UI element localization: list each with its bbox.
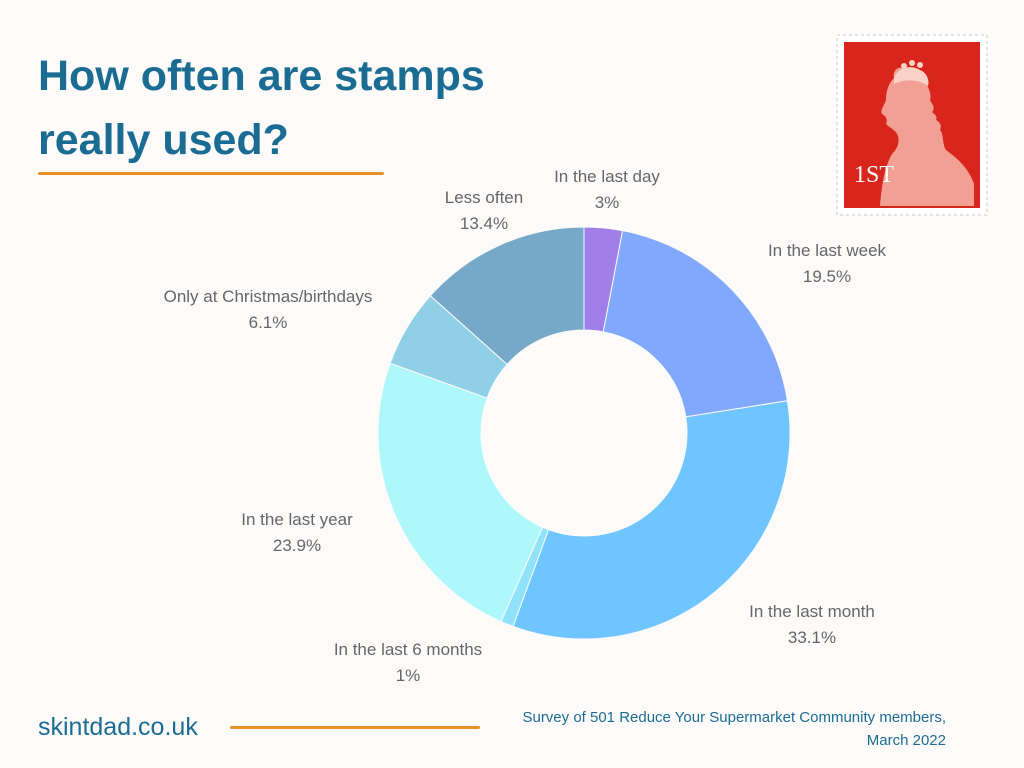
footer-divider [230,726,480,729]
slice-label-only-at-christmas-birthdays: Only at Christmas/birthdays 6.1% [164,287,373,332]
slice-category-label: In the last day [554,167,660,186]
donut-slices [377,226,791,640]
page-title: How often are stamps really used? [38,44,558,172]
slice-value-label: 33.1% [788,628,836,647]
site-name: skintdad.co.uk [38,713,198,741]
slice-category-label: In the last week [768,241,887,260]
page-title-line-1: How often are stamps [38,52,485,100]
slice-value-label: 6.1% [249,313,288,332]
slice-label-in-the-last-year: In the last year 23.9% [241,510,353,555]
page-title-line-2: really used? [38,116,289,164]
slice-label-in-the-last-day: In the last day 3% [554,167,660,212]
slice-less-often [429,226,585,366]
slice-value-label: 23.9% [273,536,321,555]
slice-category-label: In the last year [241,510,353,529]
slice-category-label: Only at Christmas/birthdays [164,287,373,306]
slice-label-in-the-last-week: In the last week 19.5% [768,241,887,286]
slice-label-less-often: Less often 13.4% [445,188,523,233]
slice-in-the-last-week [602,230,789,418]
survey-note-line-1: Survey of 501 Reduce Your Supermarket Co… [522,709,946,726]
slice-value-label: 19.5% [803,267,851,286]
survey-note-line-2: March 2022 [866,732,946,749]
slice-in-the-last-year [377,362,544,623]
slice-label-in-the-last-6-months: In the last 6 months 1% [334,640,482,685]
slice-value-label: 1% [396,666,421,685]
slice-labels: In the last day 3%In the last week 19.5%In… [164,167,887,685]
slice-label-in-the-last-month: In the last month 33.1% [749,602,875,647]
slice-value-label: 13.4% [460,214,508,233]
slice-in-the-last-month [512,400,791,640]
slice-category-label: Less often [445,188,523,207]
queen-profile-stamp-icon: 1ST [836,34,988,216]
slice-value-label: 3% [595,193,620,212]
survey-note: Survey of 501 Reduce Your Supermarket Co… [466,706,946,752]
slice-category-label: In the last month [749,602,875,621]
slice-category-label: In the last 6 months [334,640,482,659]
title-underline [38,172,384,175]
stamp-label: 1ST [854,162,894,188]
